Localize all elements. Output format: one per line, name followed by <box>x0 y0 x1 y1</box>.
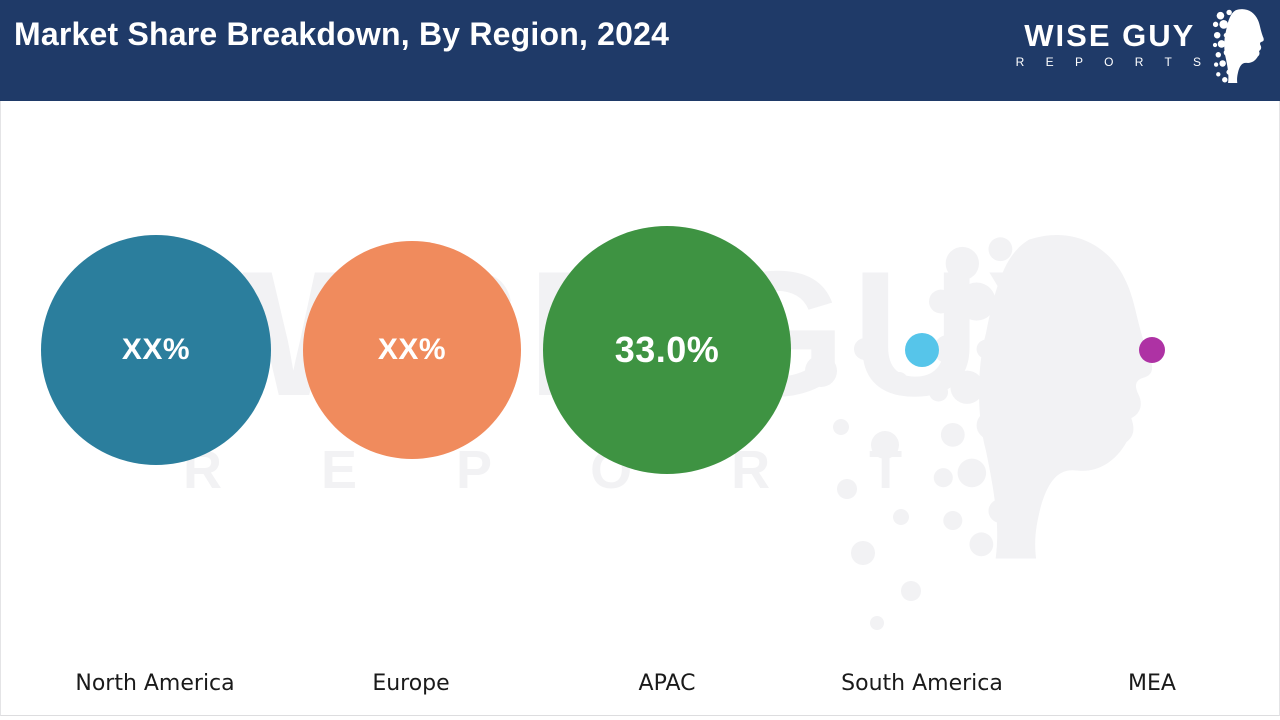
axis-label-south-america: South America <box>841 671 1003 696</box>
bubble-mea <box>1139 337 1165 363</box>
watermark-dots <box>805 338 921 630</box>
bubble-value-label: XX% <box>121 333 191 366</box>
wise-guy-face-icon <box>1212 7 1268 83</box>
bubble-value-label: XX% <box>377 333 447 366</box>
logo-text: WISE GUY R E P O R T S <box>1010 20 1210 69</box>
axis-label-apac: APAC <box>638 671 696 696</box>
page-title: Market Share Breakdown, By Region, 2024 <box>14 16 670 52</box>
bubble-apac: 33.0% <box>543 226 791 474</box>
axis-label-mea: MEA <box>1128 671 1176 696</box>
bubble-chart: WISE GUY R E P O R T S XX% XX% 33.0% Nor… <box>0 101 1280 716</box>
logo-wordmark: WISE GUY <box>1024 18 1196 54</box>
bubble-north-america: XX% <box>41 235 271 465</box>
watermark-face-icon <box>929 221 1167 563</box>
axis-label-north-america: North America <box>75 671 235 696</box>
bubble-south-america <box>905 333 939 367</box>
bubble-value-label: 33.0% <box>614 329 720 370</box>
axis-label-europe: Europe <box>372 671 450 696</box>
header: Market Share Breakdown, By Region, 2024 … <box>0 0 1280 101</box>
bubble-europe: XX% <box>303 241 521 459</box>
wise-guy-logo: WISE GUY R E P O R T S <box>1010 7 1280 83</box>
logo-subtitle: R E P O R T S <box>1015 54 1210 69</box>
